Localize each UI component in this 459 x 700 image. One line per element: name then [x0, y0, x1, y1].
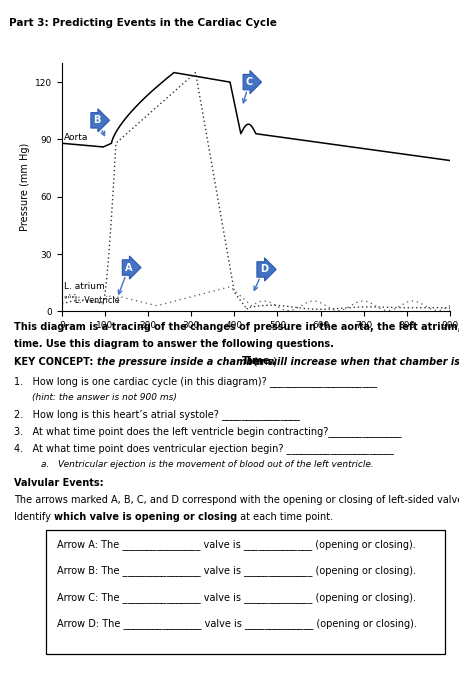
- Text: Valvular Events:: Valvular Events:: [14, 478, 103, 488]
- Text: (hint: the answer is not 900 ms): (hint: the answer is not 900 ms): [32, 393, 177, 402]
- Text: 4.   At what time point does ventricular ejection begin? ______________________: 4. At what time point does ventricular e…: [14, 443, 394, 454]
- Text: L. atrium: L. atrium: [64, 282, 105, 291]
- Text: 3.   At what time point does the left ventricle begin contracting?______________: 3. At what time point does the left vent…: [14, 426, 401, 437]
- Text: at each time point.: at each time point.: [237, 512, 333, 522]
- Text: a.   Ventricular ejection is the movement of blood out of the left ventricle.: a. Ventricular ejection is the movement …: [41, 460, 374, 469]
- Text: 1.   How long is one cardiac cycle (in this diagram)? ______________________: 1. How long is one cardiac cycle (in thi…: [14, 376, 377, 386]
- Text: (ms): (ms): [235, 356, 277, 366]
- Text: the pressure inside a chamber will increase when that chamber is contracting.: the pressure inside a chamber will incre…: [96, 357, 459, 368]
- Text: C: C: [242, 77, 253, 103]
- Text: """L. Ventricle: """L. Ventricle: [64, 295, 120, 304]
- Text: Identify: Identify: [14, 512, 54, 522]
- Text: Time: Time: [241, 356, 270, 366]
- Text: Arrow C: The ________________ valve is ______________ (opening or closing).: Arrow C: The ________________ valve is _…: [57, 592, 416, 603]
- Text: Arrow D: The ________________ valve is ______________ (opening or closing).: Arrow D: The ________________ valve is _…: [57, 619, 417, 629]
- Text: 2.   How long is this heart’s atrial systole? ________________: 2. How long is this heart’s atrial systo…: [14, 410, 300, 420]
- Text: Arrow A: The ________________ valve is ______________ (opening or closing).: Arrow A: The ________________ valve is _…: [57, 539, 416, 550]
- Text: This diagram is a tracing of the changes of pressure in the aorta, the left atri: This diagram is a tracing of the changes…: [14, 322, 459, 332]
- Text: KEY CONCEPT:: KEY CONCEPT:: [14, 357, 96, 368]
- Text: B: B: [94, 116, 105, 136]
- Text: Part 3: Predicting Events in the Cardiac Cycle: Part 3: Predicting Events in the Cardiac…: [9, 18, 277, 27]
- Text: Aorta: Aorta: [64, 133, 89, 142]
- Y-axis label: Pressure (mm Hg): Pressure (mm Hg): [20, 143, 29, 232]
- Text: time. Use this diagram to answer the following questions.: time. Use this diagram to answer the fol…: [14, 339, 334, 349]
- Text: The arrows marked A, B, C, and D correspond with the opening or closing of left-: The arrows marked A, B, C, and D corresp…: [14, 495, 459, 505]
- Text: D: D: [254, 265, 268, 290]
- Text: Arrow B: The ________________ valve is ______________ (opening or closing).: Arrow B: The ________________ valve is _…: [57, 566, 416, 576]
- Text: which valve is opening or closing: which valve is opening or closing: [54, 512, 237, 522]
- Text: A: A: [118, 262, 133, 294]
